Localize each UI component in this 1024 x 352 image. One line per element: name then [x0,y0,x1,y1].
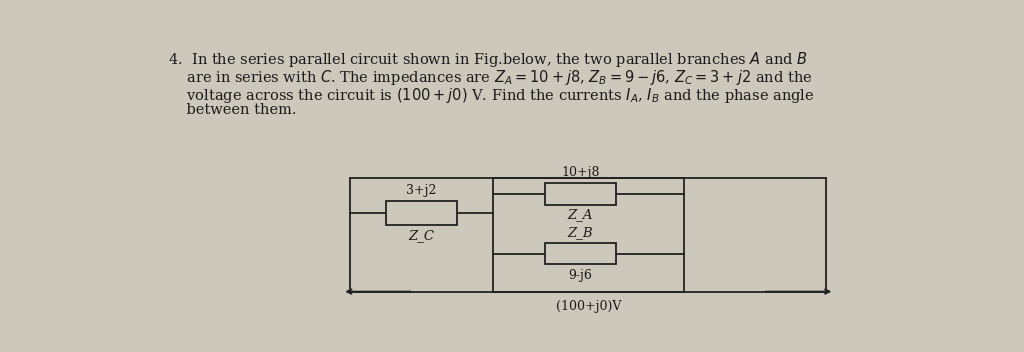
Text: 3+j2: 3+j2 [407,184,437,197]
Text: between them.: between them. [168,103,296,117]
Bar [386,201,458,225]
Bar [545,243,616,264]
Text: 10+j8: 10+j8 [561,166,600,179]
Text: 9-j6: 9-j6 [568,269,592,282]
Text: (100+j0)V: (100+j0)V [556,300,621,313]
Text: voltage across the circuit is $(100+j0)$ V. Find the currents $I_A$, $I_B$ and t: voltage across the circuit is $(100+j0)$… [168,86,814,105]
Text: 4.  In the series parallel circuit shown in Fig.below, the two parallel branches: 4. In the series parallel circuit shown … [168,50,808,69]
Text: Z_B: Z_B [567,227,593,240]
Text: are in series with $C$. The impedances are $Z_A=10+j8$, $Z_B=9-j6$, $Z_C=3+j2$ a: are in series with $C$. The impedances a… [168,68,812,87]
Text: Z_A: Z_A [567,208,593,221]
Text: Z_C: Z_C [409,229,434,242]
Bar [545,183,616,205]
